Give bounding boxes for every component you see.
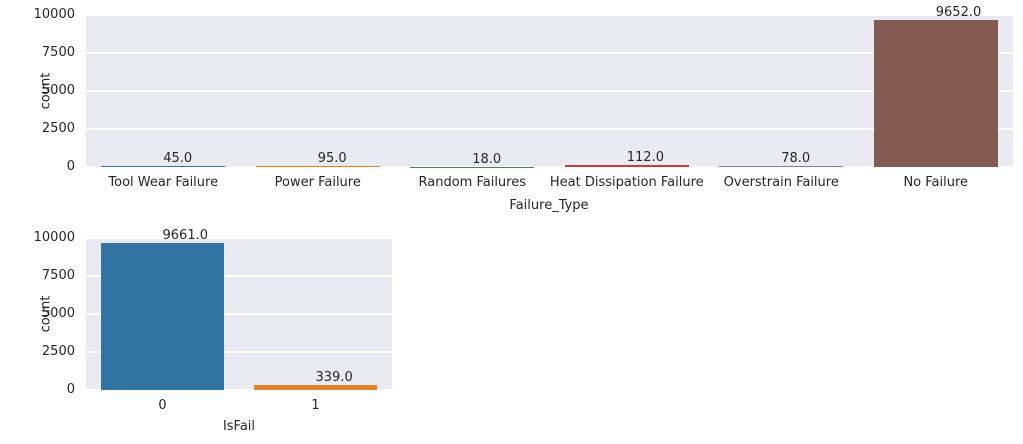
y-tick-label: 10000 [33,7,75,22]
x-tick-label: Random Failures [418,175,527,190]
bar-value-label: 95.0 [317,150,347,166]
y-gridline [86,351,392,353]
bar [873,20,998,167]
y-gridline [86,14,1013,16]
bar-value-label: 78.0 [781,150,811,166]
y-gridline [86,90,1013,92]
bar [101,243,224,390]
y-tick-label: 0 [66,382,75,397]
bar-value-label: 9652.0 [935,5,982,21]
y-tick-label: 2500 [41,121,75,136]
y-gridline [86,313,392,315]
y-tick-label: 2500 [41,344,75,359]
bar [101,166,226,167]
x-tick-label: 1 [311,398,320,413]
y-gridline [86,128,1013,130]
y-tick-label: 5000 [41,83,75,98]
y-tick-label: 0 [66,159,75,174]
bar [254,384,377,390]
y-gridline [86,389,392,391]
bar-value-label: 339.0 [315,369,353,385]
x-tick-label: Heat Dissipation Failure [549,175,704,190]
x-tick-label: Tool Wear Failure [108,175,219,190]
y-tick-label: 7500 [41,45,75,60]
x-tick-label: Power Failure [274,175,361,190]
x-axis-label: IsFail [222,419,256,434]
y-tick-label: 7500 [41,268,75,283]
x-tick-label: Overstrain Failure [723,175,839,190]
bar [719,165,844,167]
y-tick-label: 10000 [33,230,75,245]
bar-value-label: 9661.0 [162,228,209,244]
y-gridline [86,166,1013,168]
x-axis-label: Failure_Type [509,198,589,213]
bar-value-label: 45.0 [163,151,193,167]
x-tick-label: No Failure [903,175,969,190]
bar-value-label: 18.0 [472,151,502,167]
y-gridline [86,275,392,277]
bar [255,165,380,167]
x-tick-label: 0 [158,398,167,413]
y-gridline [86,237,392,239]
bar-value-label: 112.0 [626,150,664,166]
bar [564,165,689,167]
y-gridline [86,52,1013,54]
y-tick-label: 5000 [41,306,75,321]
